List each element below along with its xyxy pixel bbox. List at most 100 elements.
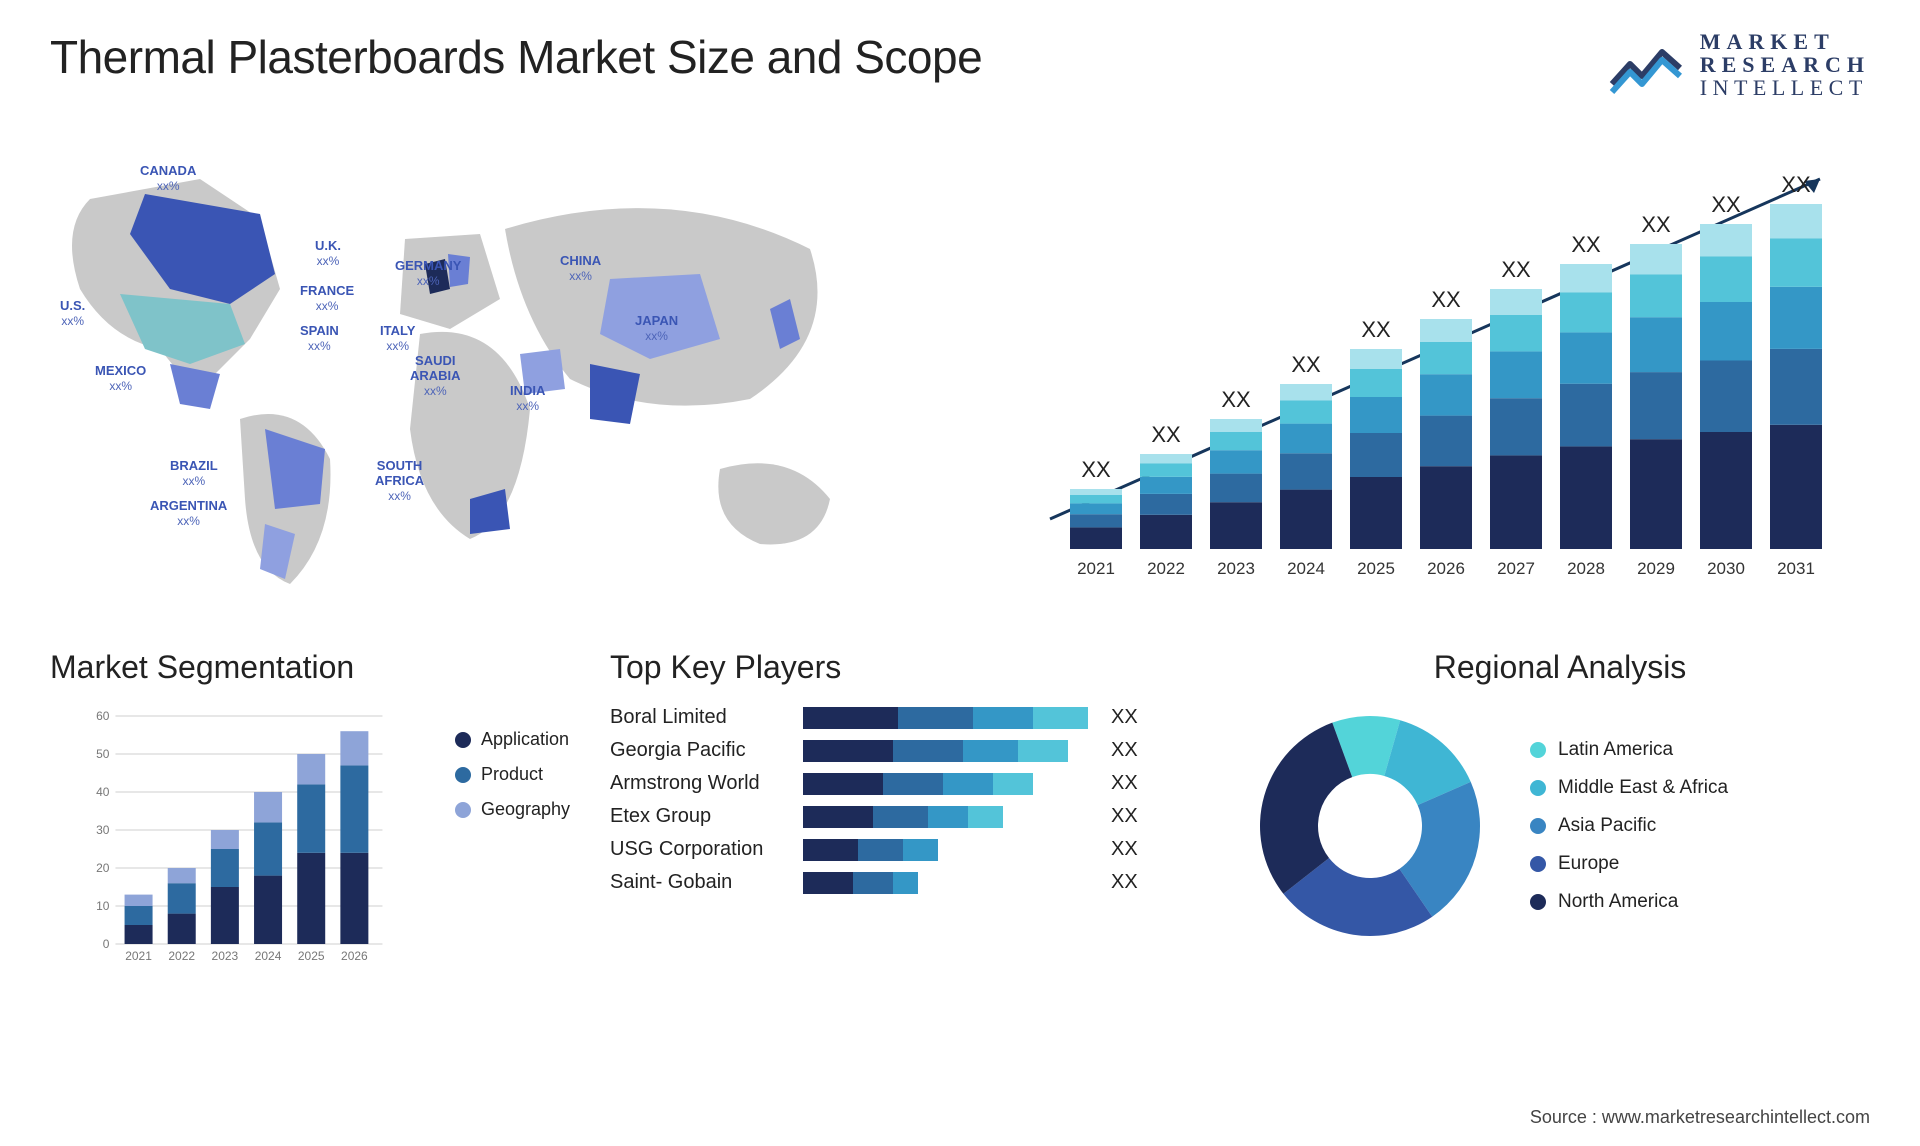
seg-bar [168, 883, 196, 913]
regional-legend-item: Europe [1530, 853, 1728, 875]
key-player-label: Armstrong World [610, 772, 795, 795]
growth-bar-seg [1490, 315, 1542, 351]
svg-text:2026: 2026 [1427, 559, 1465, 578]
growth-bar-seg [1560, 264, 1612, 293]
svg-text:XX: XX [1571, 232, 1601, 257]
key-player-bar [803, 839, 1103, 861]
svg-text:20: 20 [96, 861, 110, 875]
key-player-label: Etex Group [610, 805, 795, 828]
svg-text:30: 30 [96, 823, 110, 837]
logo-line3: INTELLECT [1700, 76, 1870, 99]
regional-legend-item: Asia Pacific [1530, 815, 1728, 837]
seg-bar [297, 785, 325, 853]
key-player-row: Boral LimitedXX [610, 706, 1210, 729]
seg-bar [340, 766, 368, 853]
seg-bar [297, 754, 325, 784]
seg-bar [125, 906, 153, 925]
key-player-row: Georgia Pacific XX [610, 739, 1210, 762]
logo-text: MARKET RESEARCH INTELLECT [1700, 30, 1870, 99]
growth-chart: 2021XX2022XX2023XX2024XX2025XX2026XX2027… [970, 139, 1870, 589]
growth-bar-seg [1700, 432, 1752, 549]
map-label: INDIAxx% [510, 384, 545, 414]
key-player-bar [803, 806, 1103, 828]
seg-bar [297, 853, 325, 944]
logo-line2: RESEARCH [1700, 53, 1870, 76]
seg-bar [254, 876, 282, 944]
key-player-label: USG Corporation [610, 838, 795, 861]
seg-bar [125, 895, 153, 906]
logo: MARKET RESEARCH INTELLECT [1608, 30, 1870, 99]
growth-bar-seg [1350, 397, 1402, 433]
svg-text:2022: 2022 [168, 949, 195, 963]
growth-bar-seg [1630, 275, 1682, 318]
seg-bar [254, 792, 282, 822]
growth-bar-seg [1770, 349, 1822, 425]
seg-bar [340, 731, 368, 765]
key-player-value: XX [1111, 772, 1138, 795]
map-label: SAUDIARABIAxx% [410, 354, 461, 399]
growth-bar-seg [1280, 454, 1332, 490]
segmentation-legend: ApplicationProductGeography [455, 729, 570, 971]
growth-bar-seg [1490, 352, 1542, 399]
growth-bar-seg [1280, 424, 1332, 454]
growth-bar-seg [1210, 432, 1262, 450]
growth-bar-seg [1700, 224, 1752, 257]
key-player-bar [803, 773, 1103, 795]
key-player-row: Saint- GobainXX [610, 871, 1210, 894]
growth-bar-seg [1770, 239, 1822, 287]
svg-text:2025: 2025 [1357, 559, 1395, 578]
seg-bar [211, 830, 239, 849]
key-players-title: Top Key Players [610, 649, 1210, 686]
svg-text:2023: 2023 [1217, 559, 1255, 578]
growth-bar-seg [1490, 398, 1542, 455]
svg-text:XX: XX [1151, 422, 1181, 447]
key-player-bar [803, 872, 1103, 894]
growth-bar-seg [1420, 466, 1472, 549]
key-player-value: XX [1111, 739, 1138, 762]
map-label: GERMANYxx% [395, 259, 461, 289]
svg-text:XX: XX [1641, 212, 1671, 237]
svg-text:2031: 2031 [1777, 559, 1815, 578]
key-player-value: XX [1111, 838, 1138, 861]
seg-bar [340, 853, 368, 944]
key-player-label: Boral Limited [610, 706, 795, 729]
svg-text:2027: 2027 [1497, 559, 1535, 578]
seg-bar [211, 887, 239, 944]
regional-legend-item: Middle East & Africa [1530, 777, 1728, 799]
header: Thermal Plasterboards Market Size and Sc… [50, 30, 1870, 99]
svg-text:2030: 2030 [1707, 559, 1745, 578]
svg-text:2029: 2029 [1637, 559, 1675, 578]
growth-bar-seg [1420, 319, 1472, 342]
growth-bar-seg [1350, 349, 1402, 369]
map-label: FRANCExx% [300, 284, 354, 314]
regional-legend-item: North America [1530, 891, 1728, 913]
map-label: SOUTHAFRICAxx% [375, 459, 424, 504]
svg-text:XX: XX [1781, 172, 1811, 197]
segmentation-title: Market Segmentation [50, 649, 425, 686]
growth-bar-seg [1420, 374, 1472, 415]
svg-text:50: 50 [96, 747, 110, 761]
map-label: CANADAxx% [140, 164, 196, 194]
seg-legend-item: Product [455, 764, 570, 785]
seg-legend-item: Application [455, 729, 570, 750]
key-player-label: Saint- Gobain [610, 871, 795, 894]
segmentation-chart: 0102030405060202120222023202420252026 [50, 706, 425, 966]
growth-bar-seg [1700, 257, 1752, 303]
svg-text:XX: XX [1501, 257, 1531, 282]
map-label: MEXICOxx% [95, 364, 146, 394]
key-players-panel: Top Key Players Boral LimitedXXGeorgia P… [610, 649, 1210, 971]
map-label: SPAINxx% [300, 324, 339, 354]
svg-text:XX: XX [1291, 352, 1321, 377]
growth-bar-seg [1140, 494, 1192, 515]
growth-bar-seg [1700, 361, 1752, 433]
svg-text:10: 10 [96, 899, 110, 913]
growth-bar-seg [1280, 490, 1332, 549]
logo-icon [1608, 34, 1686, 96]
key-players-list: Boral LimitedXXGeorgia PacificXXArmstron… [610, 706, 1210, 894]
growth-bar-seg [1420, 416, 1472, 467]
key-player-label: Georgia Pacific [610, 739, 795, 762]
key-player-row: USG Corporation XX [610, 838, 1210, 861]
growth-bar-seg [1560, 447, 1612, 550]
regional-donut [1250, 706, 1490, 946]
seg-bar [168, 868, 196, 883]
